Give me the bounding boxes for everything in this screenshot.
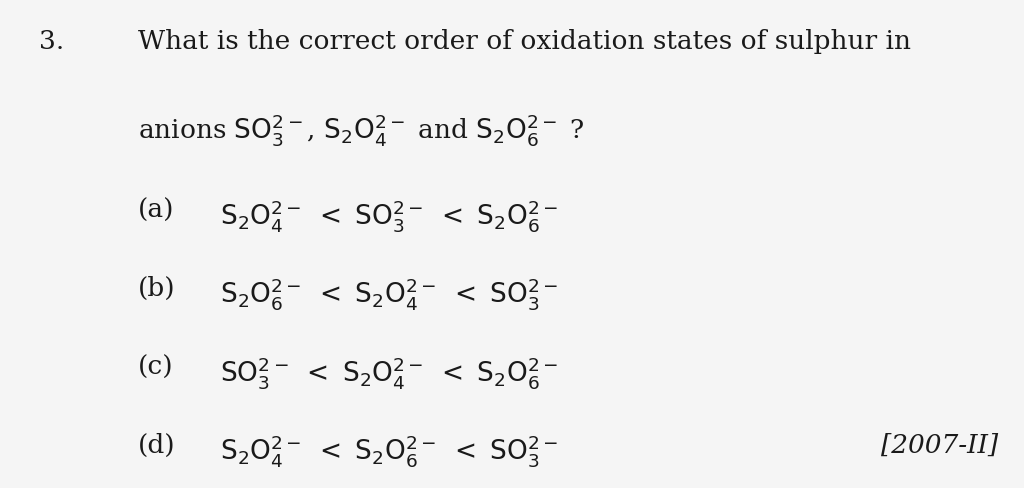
Text: $\mathrm{SO_3^{2-}}$ $<$ $\mathrm{S_2O_4^{2-}}$ $<$ $\mathrm{S_2O_6^{2-}}$: $\mathrm{SO_3^{2-}}$ $<$ $\mathrm{S_2O_4…	[220, 354, 558, 390]
Text: (a): (a)	[138, 198, 175, 223]
Text: (b): (b)	[138, 276, 176, 301]
Text: $\mathrm{S_2O_4^{2-}}$ $<$ $\mathrm{S_2O_6^{2-}}$ $<$ $\mathrm{SO_3^{2-}}$: $\mathrm{S_2O_4^{2-}}$ $<$ $\mathrm{S_2O…	[220, 432, 558, 468]
Text: $\mathrm{S_2O_6^{2-}}$ $<$ $\mathrm{S_2O_4^{2-}}$ $<$ $\mathrm{SO_3^{2-}}$: $\mathrm{S_2O_6^{2-}}$ $<$ $\mathrm{S_2O…	[220, 276, 558, 312]
Text: (d): (d)	[138, 432, 176, 457]
Text: (c): (c)	[138, 354, 174, 379]
Text: $\mathrm{S_2O_4^{2-}}$ $<$ $\mathrm{SO_3^{2-}}$ $<$ $\mathrm{S_2O_6^{2-}}$: $\mathrm{S_2O_4^{2-}}$ $<$ $\mathrm{SO_3…	[220, 198, 558, 234]
Text: [2007-II]: [2007-II]	[882, 432, 998, 457]
Text: What is the correct order of oxidation states of sulphur in: What is the correct order of oxidation s…	[138, 29, 911, 54]
Text: anions $\mathrm{SO_3^{2-}}$, $\mathrm{S_2O_4^{2-}}$ and $\mathrm{S_2O_6^{2-}}$ ?: anions $\mathrm{SO_3^{2-}}$, $\mathrm{S_…	[138, 112, 585, 148]
Text: 3.: 3.	[39, 29, 65, 54]
